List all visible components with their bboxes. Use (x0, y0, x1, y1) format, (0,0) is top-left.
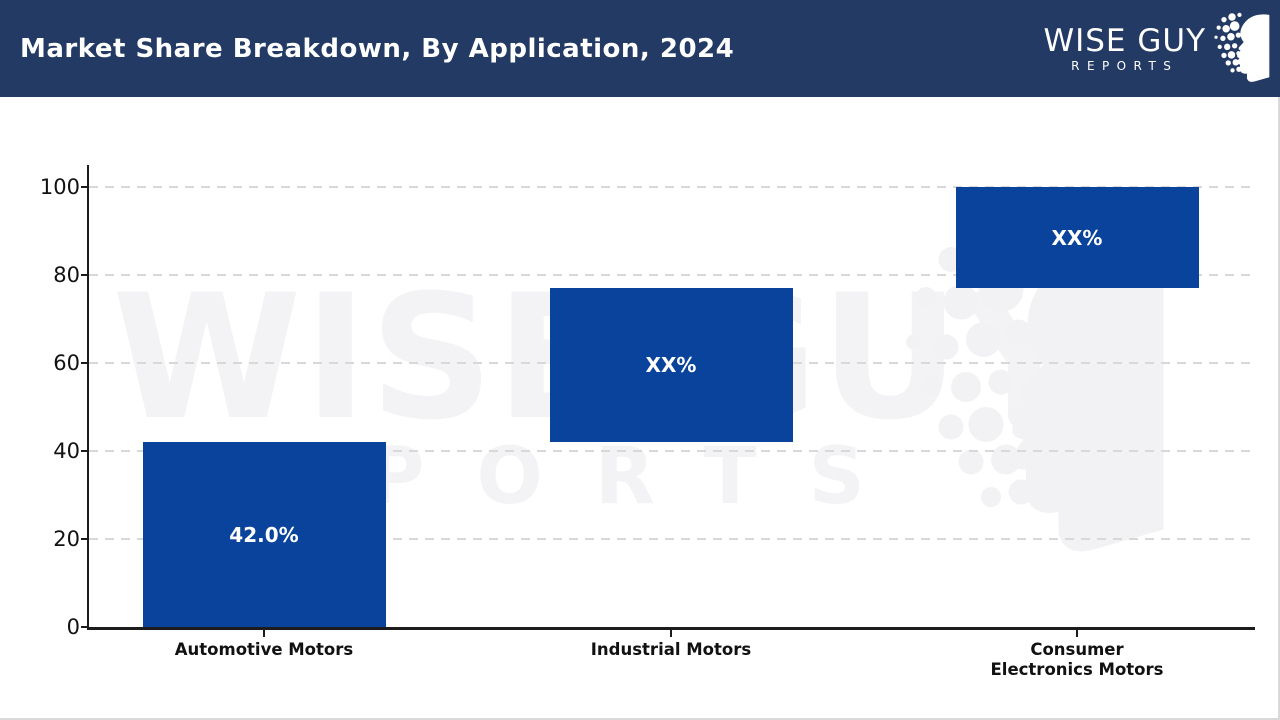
chart-title: Market Share Breakdown, By Application, … (20, 33, 735, 64)
y-tick-label-100: 100 (39, 175, 80, 199)
y-tick-mark-40 (81, 450, 88, 452)
y-tick-label-80: 80 (53, 263, 80, 287)
wiseguy-logo-text: WISE GUY REPORTS (1043, 25, 1206, 73)
gridline-100 (89, 186, 1253, 188)
x-tick-mark-1 (263, 630, 265, 637)
y-tick-mark-0 (81, 626, 88, 628)
y-axis-line (87, 165, 89, 630)
y-tick-mark-100 (81, 186, 88, 188)
logo-reports-label: REPORTS (1071, 59, 1179, 73)
gridline-40 (89, 450, 1253, 452)
bar-3: XX% (955, 187, 1199, 289)
y-tick-mark-20 (81, 538, 88, 540)
gridline-20 (89, 538, 1253, 540)
y-tick-label-40: 40 (53, 439, 80, 463)
y-tick-label-20: 20 (53, 527, 80, 551)
y-tick-label-0: 0 (66, 615, 80, 639)
bar-1: 42.0% (142, 442, 386, 627)
bar-2: XX% (549, 288, 793, 443)
bar-value-label-1: 42.0% (229, 522, 299, 547)
y-tick-mark-80 (81, 274, 88, 276)
x-tick-mark-2 (670, 630, 672, 637)
y-tick-label-60: 60 (53, 351, 80, 375)
x-axis-line (87, 627, 1255, 630)
x-tick-mark-3 (1076, 630, 1078, 637)
bar-value-label-3: XX% (1051, 225, 1103, 250)
x-category-label-1: Automotive Motors (174, 640, 354, 659)
header-bar: Market Share Breakdown, By Application, … (0, 0, 1280, 97)
wiseguy-logo: WISE GUY REPORTS (1032, 8, 1272, 90)
y-tick-mark-60 (81, 362, 88, 364)
x-category-label-2: Industrial Motors (590, 640, 752, 659)
bar-value-label-2: XX% (645, 353, 697, 378)
gridline-80 (89, 274, 1253, 276)
logo-wiseguy-label: WISE GUY (1043, 23, 1206, 59)
wiseguy-face-icon (1214, 12, 1270, 82)
x-category-label-3: Consumer Electronics Motors (990, 640, 1164, 679)
